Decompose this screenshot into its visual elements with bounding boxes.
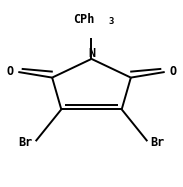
Text: Br: Br xyxy=(150,136,165,149)
Text: O: O xyxy=(169,65,176,78)
Text: 3: 3 xyxy=(108,17,113,26)
Text: O: O xyxy=(7,65,14,78)
Text: CPh: CPh xyxy=(74,13,95,26)
Text: Br: Br xyxy=(18,136,33,149)
Text: N: N xyxy=(88,47,95,60)
